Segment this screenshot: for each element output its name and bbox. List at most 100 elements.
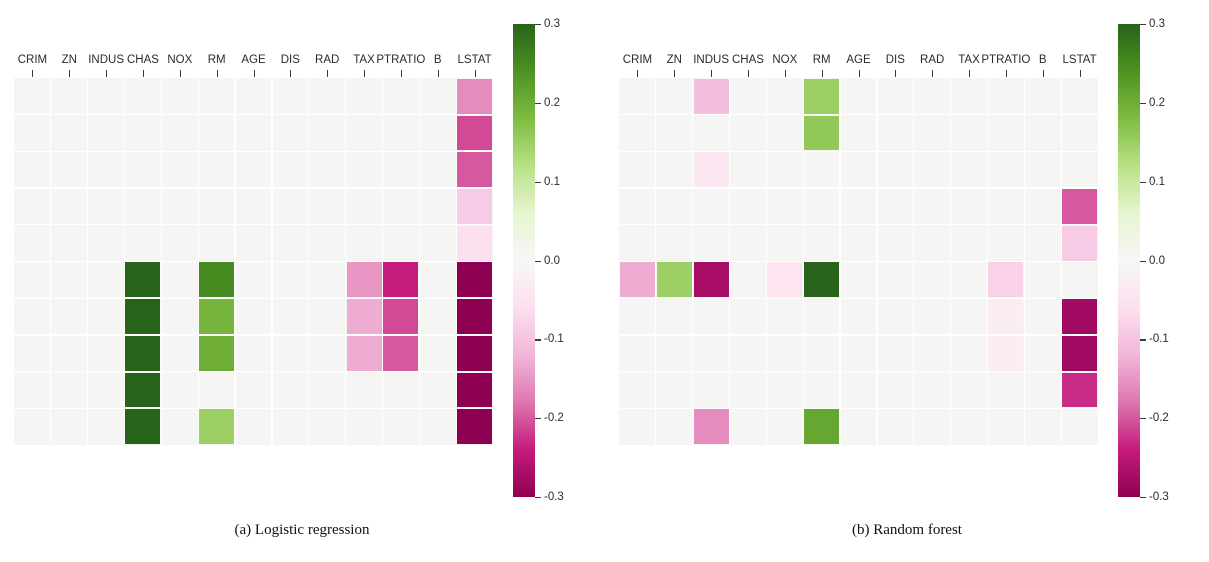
heatmap-cell[interactable] xyxy=(346,335,382,371)
colorbar-gradient xyxy=(1118,24,1140,497)
panel-random-forest: CRIM ZN INDUS CHAS NOX RM AGE DIS RAD TAX PTRATIO B… xyxy=(605,0,1209,562)
heatmap-cell[interactable] xyxy=(199,262,235,298)
heatmap-cell[interactable] xyxy=(125,335,161,371)
panel-logistic-regression: CRIM ZN INDUS CHAS NOX RM AGE DIS RAD TAX PTRATIO B… xyxy=(0,0,604,562)
heatmap-random-forest[interactable]: CRIM ZN INDUS CHAS NOX RM AGE DIS RAD TAX PTRATIO B… xyxy=(619,53,1098,445)
column-label-chas: CHAS xyxy=(126,54,159,66)
heatmap-cell[interactable] xyxy=(804,115,840,151)
column-label-zn: ZN xyxy=(61,54,77,66)
column-label-chas: CHAS xyxy=(731,54,764,66)
heatmap-cell[interactable] xyxy=(693,409,729,445)
colorbar-logistic-regression[interactable]: 0.3 0.2 0.1 0.0 -0.1 -0.2 -0.3 xyxy=(513,18,583,503)
colorbar-tick-label: 0.0 xyxy=(544,254,560,267)
heatmap-cell[interactable] xyxy=(1062,335,1098,371)
heatmap-cell[interactable] xyxy=(457,115,493,151)
column-label-dis: DIS xyxy=(885,54,905,66)
colorbar-tick xyxy=(1140,102,1146,105)
heatmap-cell[interactable] xyxy=(988,335,1024,371)
colorbar-gradient xyxy=(513,24,535,497)
heatmap-cell[interactable] xyxy=(457,372,493,408)
heatmap-cell[interactable] xyxy=(346,262,382,298)
colorbar-tick xyxy=(535,102,541,105)
heatmap-cell[interactable] xyxy=(693,152,729,188)
column-tick-crim xyxy=(32,70,34,77)
column-label-zn: ZN xyxy=(666,54,682,66)
colorbar-tick-label: -0.2 xyxy=(1149,412,1169,425)
heatmap-cell[interactable] xyxy=(804,409,840,445)
heatmap-cell[interactable] xyxy=(457,299,493,334)
column-label-row: CRIM ZN INDUS CHAS NOX RM AGE DIS RAD TAX PTRATIO B… xyxy=(619,53,1098,77)
heatmap-cell[interactable] xyxy=(767,262,803,298)
column-label-nox: NOX xyxy=(167,54,193,66)
colorbar-random-forest[interactable]: 0.3 0.2 0.1 0.0 -0.1 -0.2 -0.3 xyxy=(1118,18,1188,503)
column-tick-crim xyxy=(637,70,639,77)
heatmap-cell[interactable] xyxy=(457,152,493,188)
gridline-horizontal xyxy=(14,370,493,373)
heatmap-cell[interactable] xyxy=(457,409,493,445)
column-tick-ptratio xyxy=(1005,70,1007,77)
column-tick-lstat xyxy=(1079,70,1081,77)
colorbar-tick xyxy=(535,260,541,262)
colorbar-tick-label: -0.1 xyxy=(544,333,564,346)
column-label-tax: TAX xyxy=(958,54,980,66)
heatmap-cell[interactable] xyxy=(125,262,161,298)
heatmap-cell[interactable] xyxy=(199,335,235,371)
heatmap-cell[interactable] xyxy=(125,409,161,445)
heatmap-logistic-regression[interactable]: CRIM ZN INDUS CHAS NOX RM AGE DIS RAD TAX PTRATIO B… xyxy=(14,53,493,445)
heatmap-cell[interactable] xyxy=(383,335,419,371)
heatmap-cell[interactable] xyxy=(656,262,692,298)
gridline-horizontal xyxy=(619,407,1098,409)
gridline-horizontal xyxy=(619,260,1098,263)
column-tick-chas xyxy=(142,70,144,77)
heatmap-cell[interactable] xyxy=(988,262,1024,298)
gridline-horizontal xyxy=(619,187,1098,189)
heatmap-cell[interactable] xyxy=(457,78,493,114)
column-label-ptratio: PTRATIO xyxy=(376,54,426,66)
colorbar-tick xyxy=(1140,497,1146,499)
column-label-rad: RAD xyxy=(920,54,945,66)
colorbar-tick xyxy=(1140,181,1146,183)
column-tick-chas xyxy=(747,70,749,77)
heatmap-cell[interactable] xyxy=(199,409,235,445)
heatmap-cell[interactable] xyxy=(383,262,419,298)
gridline-horizontal xyxy=(619,150,1098,153)
heatmap-cell[interactable] xyxy=(1062,372,1098,408)
heatmap-cell[interactable] xyxy=(199,299,235,334)
heatmap-grid[interactable] xyxy=(619,78,1098,445)
heatmap-cell[interactable] xyxy=(804,78,840,114)
heatmap-cell[interactable] xyxy=(1062,189,1098,224)
heatmap-cell[interactable] xyxy=(988,299,1024,334)
colorbar-tick xyxy=(1140,260,1146,262)
heatmap-cell[interactable] xyxy=(693,78,729,114)
heatmap-cell[interactable] xyxy=(125,372,161,408)
heatmap-cell[interactable] xyxy=(693,262,729,298)
column-tick-tax xyxy=(969,70,971,77)
colorbar-tick xyxy=(535,181,541,183)
colorbar-tick xyxy=(535,418,541,420)
heatmap-cell[interactable] xyxy=(457,225,493,261)
column-label-rm: RM xyxy=(207,54,226,66)
column-label-lstat: LSTAT xyxy=(457,54,492,66)
heatmap-cell[interactable] xyxy=(457,335,493,371)
column-label-row: CRIM ZN INDUS CHAS NOX RM AGE DIS RAD TAX PTRATIO B… xyxy=(14,53,493,77)
colorbar-tick xyxy=(535,339,541,341)
heatmap-cell[interactable] xyxy=(1062,225,1098,261)
colorbar-tick-label: 0.3 xyxy=(1149,18,1165,30)
heatmap-cell[interactable] xyxy=(457,262,493,298)
gridline-horizontal xyxy=(14,334,493,336)
heatmap-cell[interactable] xyxy=(125,299,161,334)
colorbar-tick-label: 0.1 xyxy=(544,175,560,188)
colorbar-tick-label: -0.3 xyxy=(1149,491,1169,503)
heatmap-cell[interactable] xyxy=(619,262,655,298)
heatmap-cell[interactable] xyxy=(804,262,840,298)
gridline-horizontal xyxy=(14,297,493,299)
heatmap-grid[interactable] xyxy=(14,78,493,445)
gridline-horizontal xyxy=(619,224,1098,226)
heatmap-cell[interactable] xyxy=(346,299,382,334)
heatmap-cell[interactable] xyxy=(457,189,493,224)
heatmap-cell[interactable] xyxy=(383,299,419,334)
colorbar-tick xyxy=(535,24,541,26)
heatmap-cell[interactable] xyxy=(1062,299,1098,334)
column-tick-rad xyxy=(327,70,329,77)
column-label-rm: RM xyxy=(812,54,831,66)
